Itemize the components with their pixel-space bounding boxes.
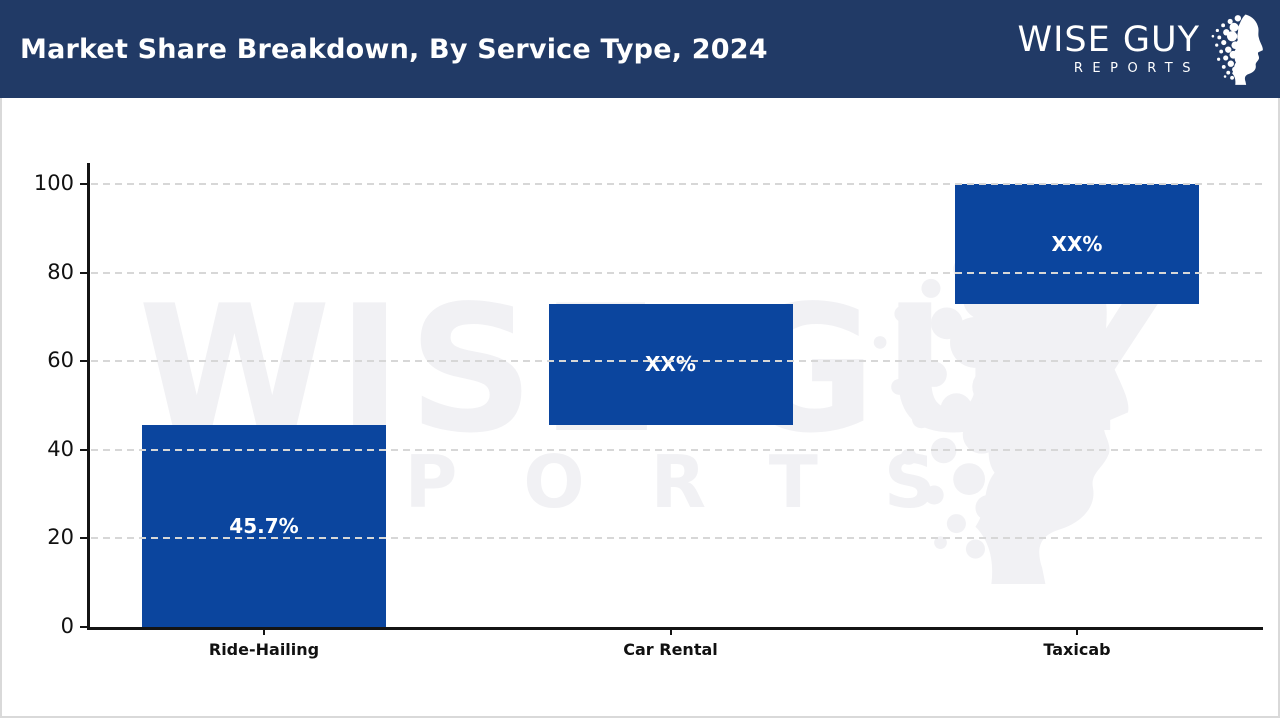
logo-face-icon (1202, 11, 1266, 87)
x-tick-car-rental (669, 627, 672, 635)
gridline-40 (91, 448, 1263, 451)
bar-value-label-ride-hailing: 45.7% (229, 513, 299, 538)
y-tick-60 (80, 360, 89, 363)
card-border-bottom (0, 716, 1280, 718)
x-category-label-taxicab: Taxicab (1043, 640, 1111, 659)
x-category-label-car-rental: Car Rental (623, 640, 718, 659)
y-tick-label-20: 20 (47, 525, 74, 550)
logo-subtext: REPORTS (1073, 61, 1200, 76)
y-tick-label-60: 60 (47, 348, 74, 373)
y-tick-100 (80, 183, 89, 185)
gridline-100 (91, 183, 1263, 185)
y-tick-label-0: 0 (60, 614, 74, 638)
x-category-label-ride-hailing: Ride-Hailing (208, 640, 320, 659)
gridline-80 (91, 271, 1263, 274)
bar-value-label-car-rental: XX% (645, 352, 696, 377)
x-tick-ride-hailing (263, 627, 265, 635)
x-tick-taxicab (1076, 627, 1078, 635)
y-tick-20 (80, 537, 89, 540)
card-border-right (1278, 98, 1280, 716)
bar-ride-hailing: 45.7% (142, 424, 386, 627)
y-tick-label-100: 100 (33, 171, 74, 195)
y-tick-label-40: 40 (47, 436, 74, 461)
y-tick-0 (80, 626, 89, 628)
gridline-60 (91, 360, 1263, 363)
y-tick-label-80: 80 (47, 259, 74, 284)
y-tick-80 (80, 271, 89, 274)
x-axis-line (87, 627, 1263, 630)
bar-car-rental: XX% (548, 304, 793, 425)
card-border-left (0, 98, 2, 716)
y-axis-line (87, 163, 90, 630)
header-bar: Market Share Breakdown, By Service Type,… (0, 0, 1280, 98)
gridline-20 (91, 537, 1263, 540)
bar-taxicab: XX% (955, 184, 1199, 305)
y-tick-40 (80, 448, 89, 451)
brand-logo: WISE GUY REPORTS (1017, 11, 1266, 87)
bar-value-label-taxicab: XX% (1051, 232, 1103, 257)
figure-title: Market Share Breakdown, By Service Type,… (20, 33, 768, 65)
logo-wordmark: WISE GUY (1017, 20, 1200, 60)
